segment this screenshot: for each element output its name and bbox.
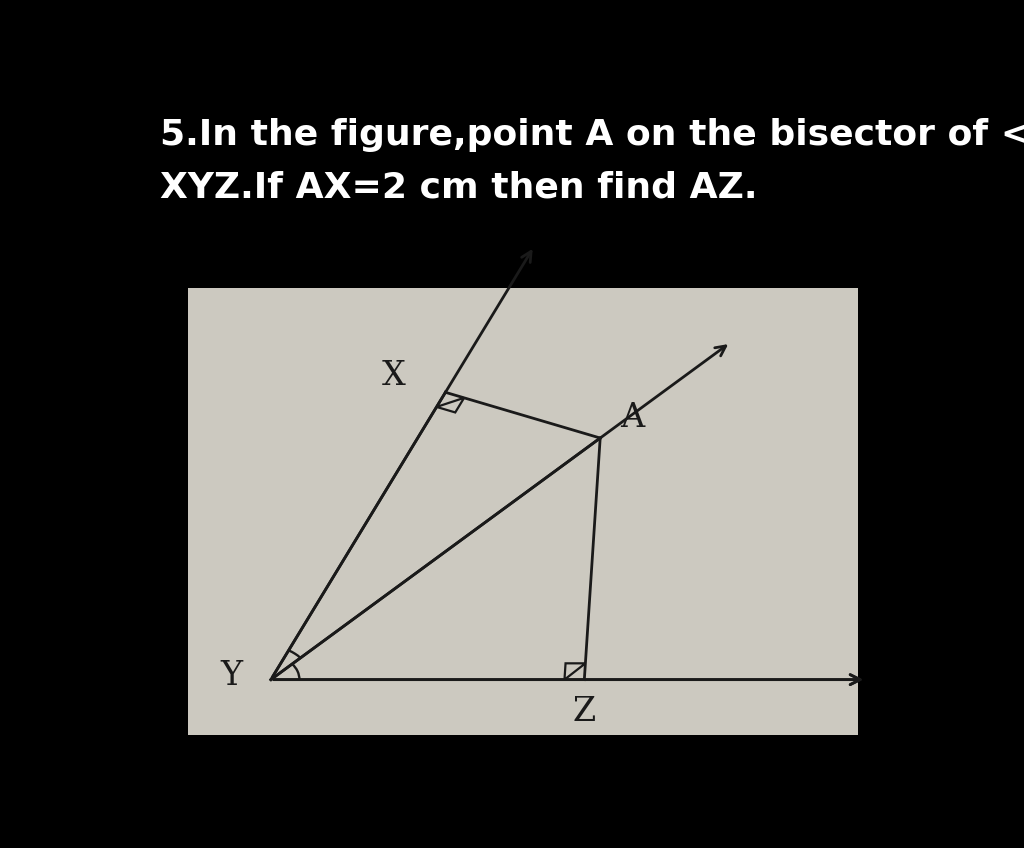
Text: XYZ.If AX=2 cm then find AZ.: XYZ.If AX=2 cm then find AZ. [160, 170, 757, 204]
Text: 5.In the figure,point A on the bisector of <: 5.In the figure,point A on the bisector … [160, 118, 1024, 152]
Text: Z: Z [572, 696, 596, 728]
Text: A: A [620, 403, 644, 434]
Text: X: X [382, 360, 406, 392]
Bar [187, 287, 858, 735]
Text: Y: Y [220, 661, 243, 692]
